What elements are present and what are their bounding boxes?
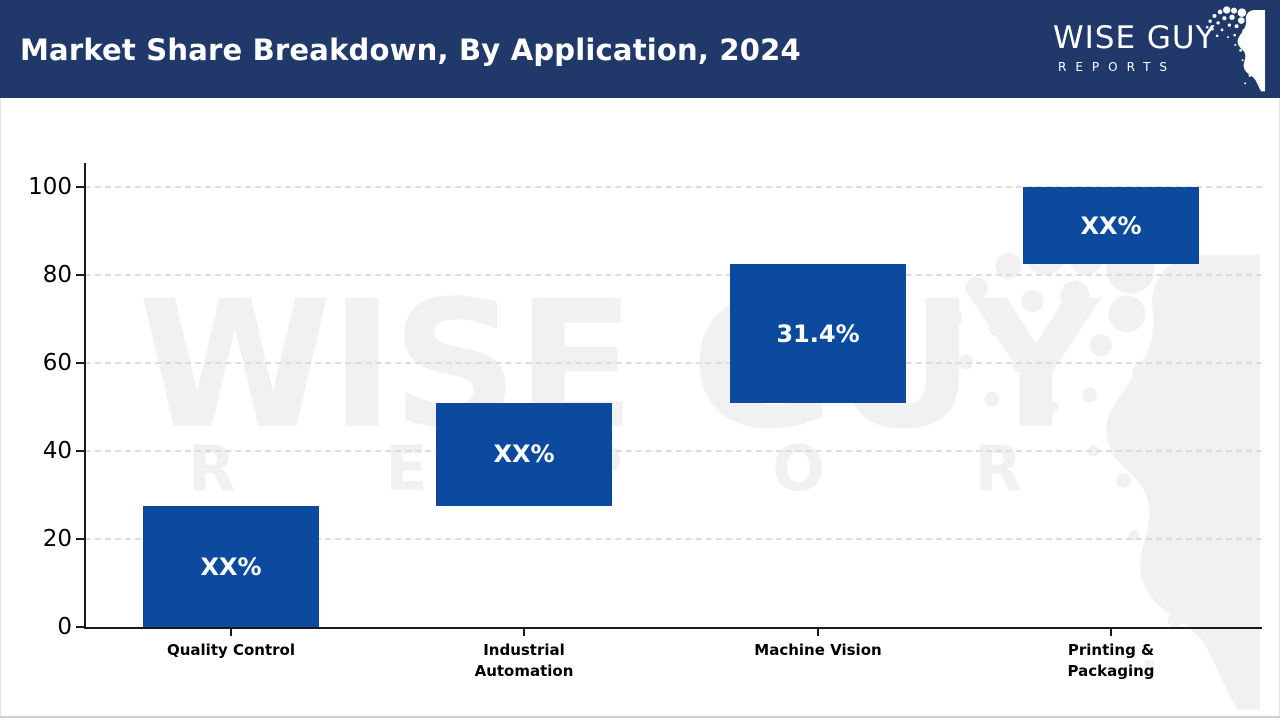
x-tick-mark xyxy=(523,628,525,636)
y-tick-mark xyxy=(76,626,84,628)
y-axis-tick-label: 40 xyxy=(42,438,72,464)
y-tick-mark xyxy=(76,274,84,276)
bar: XX% xyxy=(436,402,612,506)
gridline xyxy=(85,450,1262,452)
x-category-label: Industrial Automation xyxy=(474,641,574,680)
gridline xyxy=(85,274,1262,276)
bar: XX% xyxy=(1023,187,1199,265)
page-title: Market Share Breakdown, By Application, … xyxy=(20,33,801,67)
header-bar: Market Share Breakdown, By Application, … xyxy=(0,0,1280,98)
y-axis-tick-label: 80 xyxy=(42,262,72,288)
logo-subtext: REPORTS xyxy=(1058,60,1177,74)
y-axis-tick-label: 0 xyxy=(57,614,72,640)
x-axis-spine xyxy=(84,627,1262,629)
x-category-label: Printing & Packaging xyxy=(1067,641,1155,680)
bar: 31.4% xyxy=(730,264,906,403)
y-tick-mark xyxy=(76,186,84,188)
x-tick-mark xyxy=(817,628,819,636)
y-axis-tick-label: 100 xyxy=(28,174,72,200)
gridline xyxy=(85,186,1262,188)
x-tick-mark xyxy=(230,628,232,636)
bar-value-label: 31.4% xyxy=(776,319,860,348)
gridline xyxy=(85,538,1262,540)
x-tick-mark xyxy=(1110,628,1112,636)
logo-wordmark: WISE GUY xyxy=(1053,20,1216,56)
y-tick-mark xyxy=(76,450,84,452)
y-axis-tick-label: 20 xyxy=(42,526,72,552)
y-axis-tick-label: 60 xyxy=(42,350,72,376)
x-category-label: Quality Control xyxy=(166,641,295,659)
bar-value-label: XX% xyxy=(1080,211,1142,240)
watermark-wordmark: WISE GUY xyxy=(138,263,1100,468)
wise-guy-logo: WISE GUY REPORTS xyxy=(1018,0,1268,98)
bar-value-label: XX% xyxy=(200,552,262,581)
logo-face-icon xyxy=(1205,6,1266,92)
y-tick-mark xyxy=(76,538,84,540)
frame-edge-left xyxy=(0,98,1,718)
bar-value-label: XX% xyxy=(493,440,555,469)
bar: XX% xyxy=(143,506,319,627)
y-tick-mark xyxy=(76,362,84,364)
gridline xyxy=(85,362,1262,364)
y-axis-spine xyxy=(84,163,86,629)
plot-area: 0 20 40 60 80 100 XX% Quality Control XX% Industr… xyxy=(0,98,1280,720)
frame-edge-bottom xyxy=(0,716,1280,718)
x-category-label: Machine Vision xyxy=(754,641,882,659)
